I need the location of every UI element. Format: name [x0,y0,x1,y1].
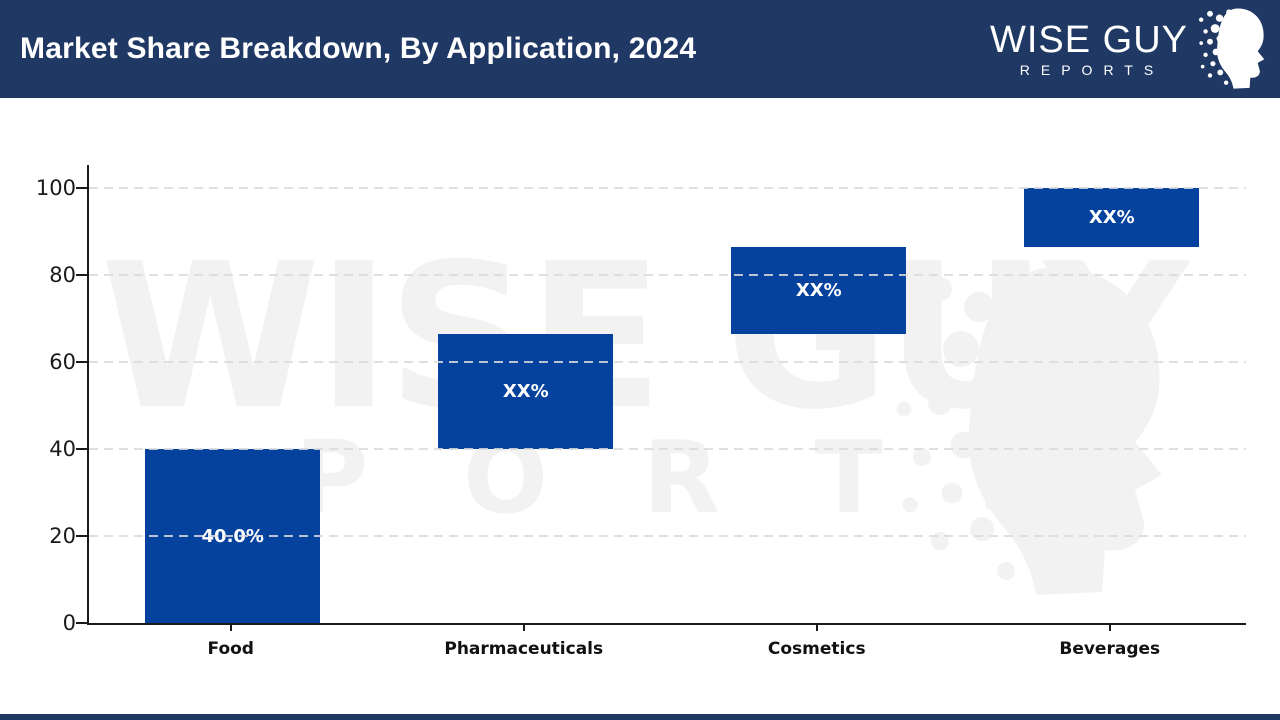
y-tick-label: 60 [49,350,76,374]
bar-value-label: XX% [795,279,842,301]
bar-cosmetics: XX% [731,246,907,334]
y-tick-label: 20 [49,524,76,548]
plot-area: 40.0% XX% XX% XX% [87,165,1246,625]
bar-pharmaceuticals: XX% [438,333,614,449]
y-tick-label: 0 [62,611,76,635]
logo-wordmark: WISE GUY [989,18,1188,61]
y-tick-mark [76,361,87,363]
x-category-label: Pharmaceuticals [444,639,604,659]
footer-bar [0,714,1280,720]
logo-text: WISE GUY REPORTS [990,21,1188,78]
y-tick-mark [76,448,87,450]
chart-area: WISE GUY P O R T S 40.0% XX% XX% XX% 0 20 40 6… [0,98,1280,714]
y-gridline [89,361,1246,363]
bar-value-label: XX% [1088,206,1135,228]
y-tick-label: 40 [49,437,76,461]
y-gridline [89,535,1246,537]
y-gridline [89,187,1246,189]
x-tick-mark [229,623,232,631]
y-tick-mark [76,274,87,276]
x-category-label: Cosmetics [767,639,866,659]
bar-value-label: XX% [502,380,549,402]
x-tick-mark [815,623,818,631]
y-gridline [89,448,1246,450]
wiseguy-head-icon [1192,5,1272,93]
y-tick-mark [76,622,87,624]
y-gridline [89,274,1246,276]
y-tick-label: 100 [35,176,76,200]
x-tick-mark [1108,623,1111,631]
x-category-label: Beverages [1059,639,1161,659]
header-bar: Market Share Breakdown, By Application, … [0,0,1280,98]
wiseguy-logo: WISE GUY REPORTS [990,5,1272,93]
x-tick-mark [522,623,525,631]
x-category-label: Food [207,639,254,659]
y-tick-label: 80 [49,263,76,287]
bar-beverages: XX% [1024,188,1200,247]
logo-subtitle: REPORTS [1019,61,1165,78]
page-title: Market Share Breakdown, By Application, … [20,32,697,65]
y-tick-mark [76,187,87,189]
y-tick-mark [76,535,87,537]
